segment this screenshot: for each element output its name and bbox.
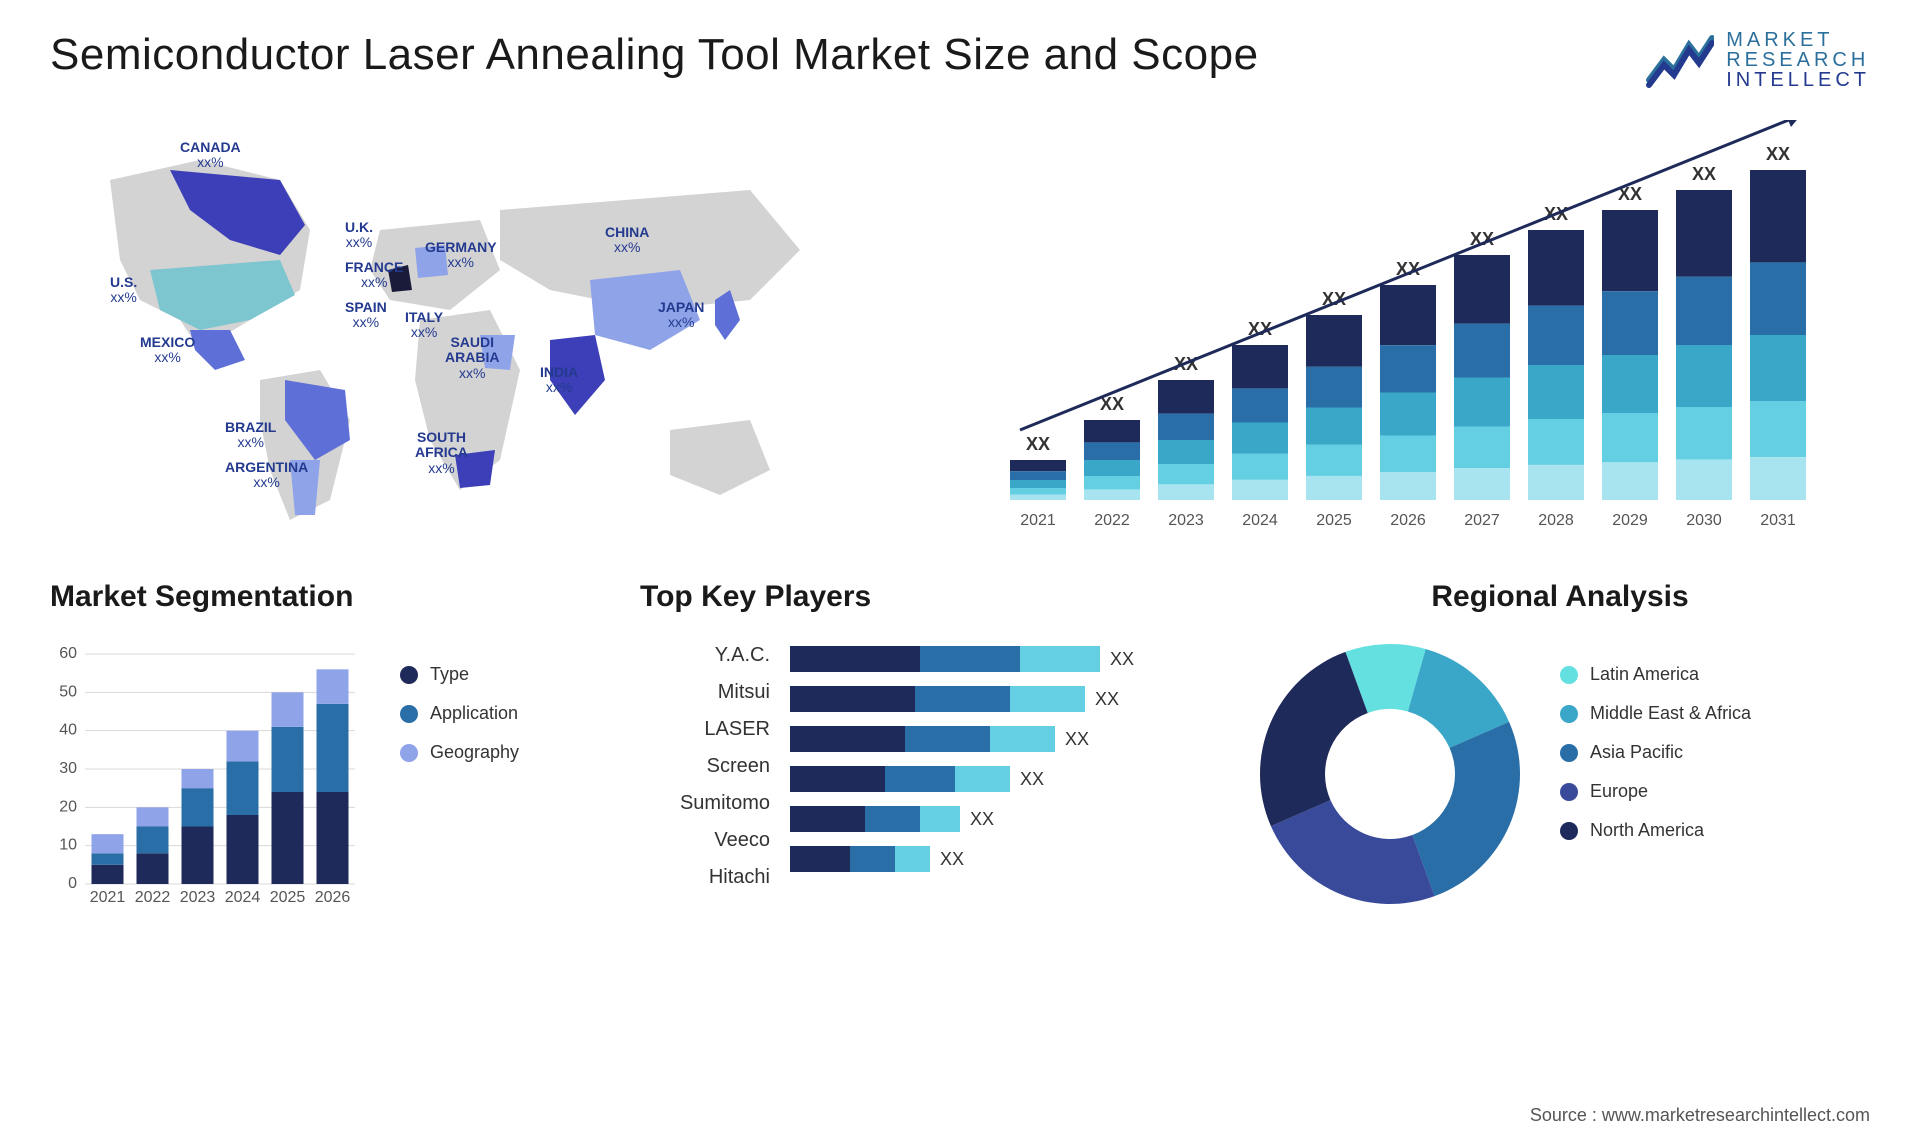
svg-text:2021: 2021: [1020, 512, 1056, 529]
regional-legend: Latin America Middle East & Africa Asia Pa…: [1560, 634, 1751, 841]
svg-text:2024: 2024: [1242, 512, 1278, 529]
legend-item: Latin America: [1560, 664, 1751, 685]
legend-item: Europe: [1560, 781, 1751, 802]
players-bar-chart: XX XX XX XX XX XX: [790, 634, 1220, 889]
svg-text:2021: 2021: [90, 889, 126, 906]
map-label: INDIAxx%: [540, 365, 578, 396]
svg-text:2027: 2027: [1464, 512, 1500, 529]
svg-text:XX: XX: [1692, 164, 1716, 184]
svg-text:2022: 2022: [135, 889, 171, 906]
map-label: GERMANYxx%: [425, 240, 497, 271]
map-label: JAPANxx%: [658, 300, 704, 331]
legend-item: Type: [400, 664, 519, 685]
player-name: Hitachi: [640, 866, 770, 889]
player-name: Veeco: [640, 829, 770, 852]
svg-text:2026: 2026: [315, 889, 351, 906]
legend-item: Middle East & Africa: [1560, 703, 1751, 724]
legend-item: North America: [1560, 820, 1751, 841]
svg-text:2029: 2029: [1612, 512, 1648, 529]
svg-text:2025: 2025: [270, 889, 306, 906]
map-label: CHINAxx%: [605, 225, 649, 256]
segmentation-legend: Type Application Geography: [400, 634, 519, 914]
map-label: SPAINxx%: [345, 300, 387, 331]
logo-line2: RESEARCH: [1726, 50, 1870, 70]
svg-text:40: 40: [59, 722, 77, 739]
svg-text:60: 60: [59, 645, 77, 662]
svg-text:XX: XX: [1766, 144, 1790, 164]
player-bar-row: XX: [790, 686, 1220, 712]
svg-text:20: 20: [59, 798, 77, 815]
player-bar-row: XX: [790, 646, 1220, 672]
legend-item: Geography: [400, 742, 519, 763]
players-title: Top Key Players: [640, 580, 1220, 614]
svg-text:2024: 2024: [225, 889, 261, 906]
legend-item: Asia Pacific: [1560, 742, 1751, 763]
player-name: Sumitomo: [640, 792, 770, 815]
regional-donut-chart: [1250, 634, 1530, 914]
svg-text:2025: 2025: [1316, 512, 1352, 529]
player-name: Screen: [640, 755, 770, 778]
brand-logo: MARKET RESEARCH INTELLECT: [1644, 30, 1870, 90]
map-label: ARGENTINAxx%: [225, 460, 308, 491]
map-label: SOUTHAFRICAxx%: [415, 430, 468, 476]
svg-text:30: 30: [59, 760, 77, 777]
player-bar-row: XX: [790, 766, 1220, 792]
map-label: CANADAxx%: [180, 140, 241, 171]
page-title: Semiconductor Laser Annealing Tool Marke…: [50, 30, 1259, 80]
logo-line3: INTELLECT: [1726, 70, 1870, 90]
map-label: U.K.xx%: [345, 220, 373, 251]
map-label: FRANCExx%: [345, 260, 403, 291]
map-label: U.S.xx%: [110, 275, 137, 306]
legend-item: Application: [400, 703, 519, 724]
svg-text:2023: 2023: [180, 889, 216, 906]
svg-text:10: 10: [59, 837, 77, 854]
player-bar-row: XX: [790, 806, 1220, 832]
player-name: Mitsui: [640, 681, 770, 704]
svg-text:0: 0: [68, 875, 77, 892]
growth-bar-chart: XX2021XX2022XX2023XX2024XX2025XX2026XX20…: [970, 120, 1870, 540]
svg-text:50: 50: [59, 683, 77, 700]
player-bar-row: XX: [790, 846, 1220, 872]
map-label: BRAZILxx%: [225, 420, 276, 451]
player-bar-row: XX: [790, 726, 1220, 752]
player-name: Y.A.C.: [640, 644, 770, 667]
svg-text:2023: 2023: [1168, 512, 1204, 529]
svg-text:2031: 2031: [1760, 512, 1796, 529]
segmentation-chart: 0 10 20 30 40 50 60 2021 2022 2023 2024 2025 2026: [50, 634, 370, 914]
svg-text:2028: 2028: [1538, 512, 1574, 529]
source-attribution: Source : www.marketresearchintellect.com: [1530, 1105, 1870, 1126]
logo-icon: [1644, 30, 1714, 90]
map-label: MEXICOxx%: [140, 335, 195, 366]
regional-title: Regional Analysis: [1250, 580, 1870, 614]
map-label: ITALYxx%: [405, 310, 443, 341]
segmentation-title: Market Segmentation: [50, 580, 610, 614]
map-label: SAUDIARABIAxx%: [445, 335, 499, 381]
svg-text:XX: XX: [1026, 434, 1050, 454]
world-map: CANADAxx% U.S.xx% MEXICOxx% BRAZILxx% ARGENT…: [50, 120, 930, 540]
svg-text:2026: 2026: [1390, 512, 1426, 529]
player-name: LASER: [640, 718, 770, 741]
svg-text:2022: 2022: [1094, 512, 1130, 529]
svg-text:2030: 2030: [1686, 512, 1722, 529]
logo-line1: MARKET: [1726, 30, 1870, 50]
players-name-list: Y.A.C. Mitsui LASER Screen Sumitomo Veeco Hita…: [640, 634, 770, 889]
